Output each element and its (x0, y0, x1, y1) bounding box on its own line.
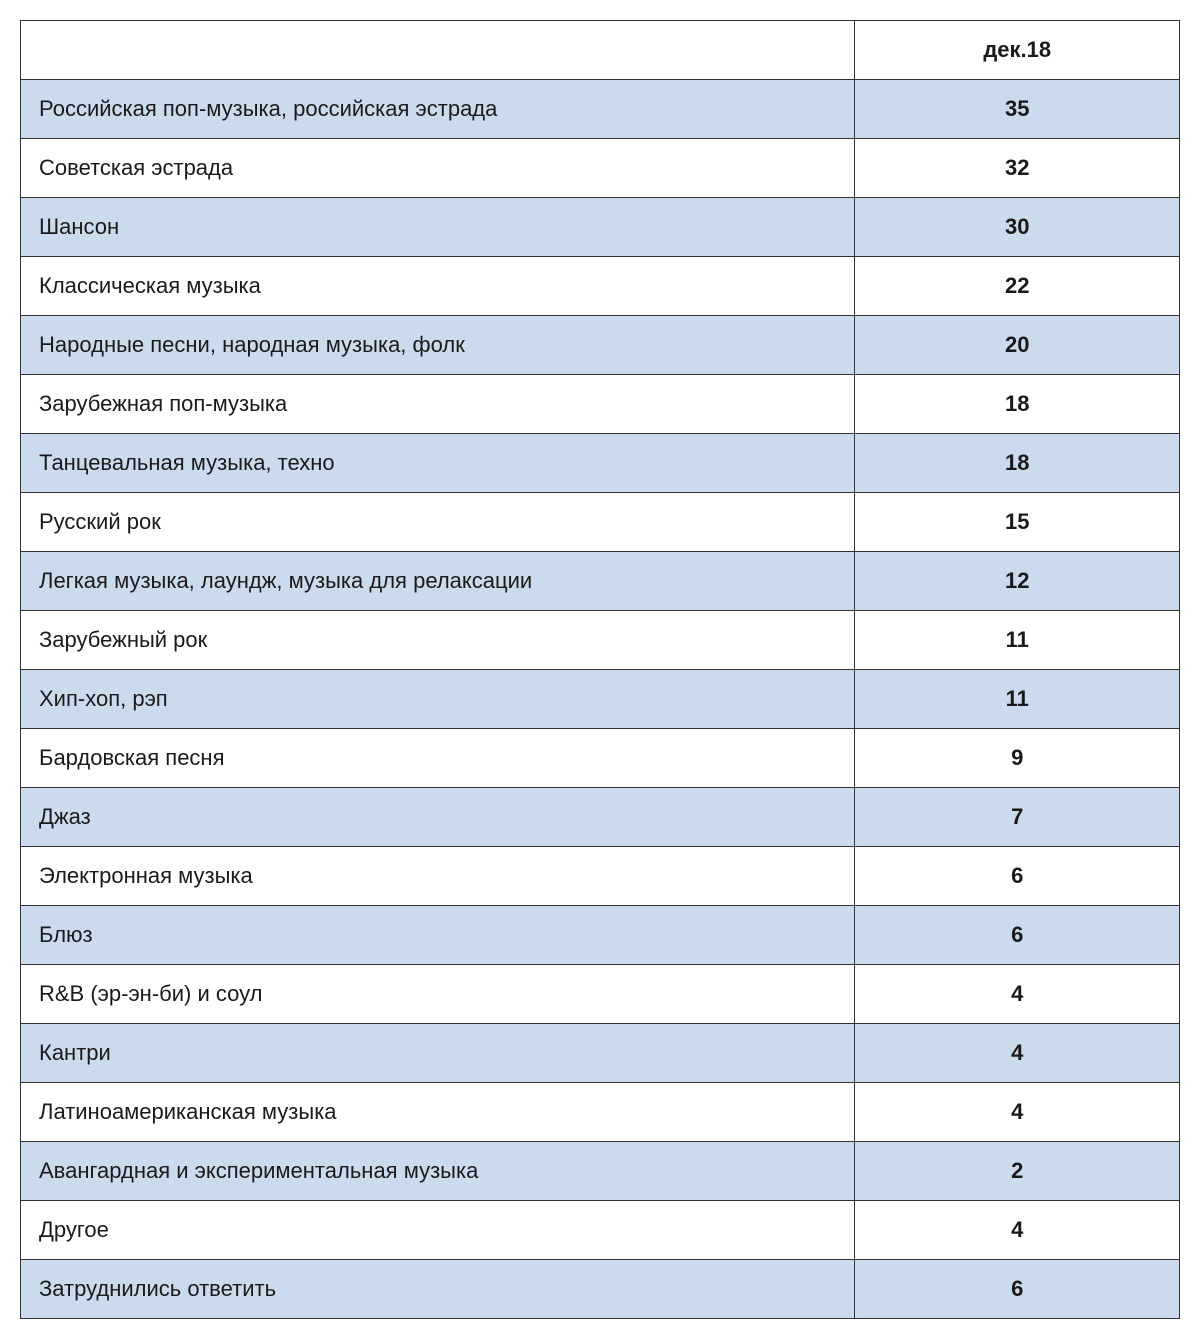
row-value: 7 (855, 788, 1180, 847)
table-row: Хип-хоп, рэп 11 (21, 670, 1180, 729)
row-value: 15 (855, 493, 1180, 552)
row-label: Авангардная и экспериментальная музыка (21, 1142, 855, 1201)
table-row: Классическая музыка 22 (21, 257, 1180, 316)
row-label: Другое (21, 1201, 855, 1260)
row-value: 6 (855, 1260, 1180, 1319)
table-row: Зарубежный рок 11 (21, 611, 1180, 670)
row-value: 11 (855, 670, 1180, 729)
row-label: Легкая музыка, лаундж, музыка для релакс… (21, 552, 855, 611)
table-row: Российская поп-музыка, российская эстрад… (21, 80, 1180, 139)
table-row: Блюз 6 (21, 906, 1180, 965)
row-label: Затруднились ответить (21, 1260, 855, 1319)
row-label: Народные песни, народная музыка, фолк (21, 316, 855, 375)
row-label: Блюз (21, 906, 855, 965)
row-label: Танцевальная музыка, техно (21, 434, 855, 493)
table-row: Другое 4 (21, 1201, 1180, 1260)
row-label: Джаз (21, 788, 855, 847)
row-label: Электронная музыка (21, 847, 855, 906)
header-value-cell: дек.18 (855, 21, 1180, 80)
row-label: Зарубежный рок (21, 611, 855, 670)
row-label: Советская эстрада (21, 139, 855, 198)
row-value: 4 (855, 965, 1180, 1024)
table-row: Электронная музыка 6 (21, 847, 1180, 906)
row-label: Хип-хоп, рэп (21, 670, 855, 729)
row-value: 4 (855, 1201, 1180, 1260)
table-row: Зарубежная поп-музыка 18 (21, 375, 1180, 434)
row-value: 4 (855, 1083, 1180, 1142)
table-row: Латиноамериканская музыка 4 (21, 1083, 1180, 1142)
row-value: 6 (855, 906, 1180, 965)
row-value: 32 (855, 139, 1180, 198)
row-value: 30 (855, 198, 1180, 257)
row-label: R&B (эр-эн-би) и соул (21, 965, 855, 1024)
row-value: 35 (855, 80, 1180, 139)
row-value: 11 (855, 611, 1180, 670)
table-row: Танцевальная музыка, техно 18 (21, 434, 1180, 493)
row-value: 9 (855, 729, 1180, 788)
table-body: Российская поп-музыка, российская эстрад… (21, 80, 1180, 1319)
row-label: Русский рок (21, 493, 855, 552)
row-label: Кантри (21, 1024, 855, 1083)
header-empty-cell (21, 21, 855, 80)
table-row: Джаз 7 (21, 788, 1180, 847)
row-label: Классическая музыка (21, 257, 855, 316)
row-label: Бардовская песня (21, 729, 855, 788)
row-value: 2 (855, 1142, 1180, 1201)
table-row: Бардовская песня 9 (21, 729, 1180, 788)
data-table: дек.18 Российская поп-музыка, российская… (20, 20, 1180, 1319)
row-value: 6 (855, 847, 1180, 906)
row-value: 4 (855, 1024, 1180, 1083)
table-row: Легкая музыка, лаундж, музыка для релакс… (21, 552, 1180, 611)
row-value: 22 (855, 257, 1180, 316)
row-value: 12 (855, 552, 1180, 611)
row-value: 18 (855, 375, 1180, 434)
table-row: Шансон 30 (21, 198, 1180, 257)
music-genre-table: дек.18 Российская поп-музыка, российская… (20, 20, 1180, 1319)
table-row: Затруднились ответить 6 (21, 1260, 1180, 1319)
table-row: Народные песни, народная музыка, фолк 20 (21, 316, 1180, 375)
table-row: Авангардная и экспериментальная музыка 2 (21, 1142, 1180, 1201)
table-row: Советская эстрада 32 (21, 139, 1180, 198)
row-label: Зарубежная поп-музыка (21, 375, 855, 434)
row-label: Латиноамериканская музыка (21, 1083, 855, 1142)
table-row: Русский рок 15 (21, 493, 1180, 552)
row-value: 18 (855, 434, 1180, 493)
table-header-row: дек.18 (21, 21, 1180, 80)
row-label: Шансон (21, 198, 855, 257)
row-label: Российская поп-музыка, российская эстрад… (21, 80, 855, 139)
table-row: R&B (эр-эн-би) и соул 4 (21, 965, 1180, 1024)
table-row: Кантри 4 (21, 1024, 1180, 1083)
row-value: 20 (855, 316, 1180, 375)
